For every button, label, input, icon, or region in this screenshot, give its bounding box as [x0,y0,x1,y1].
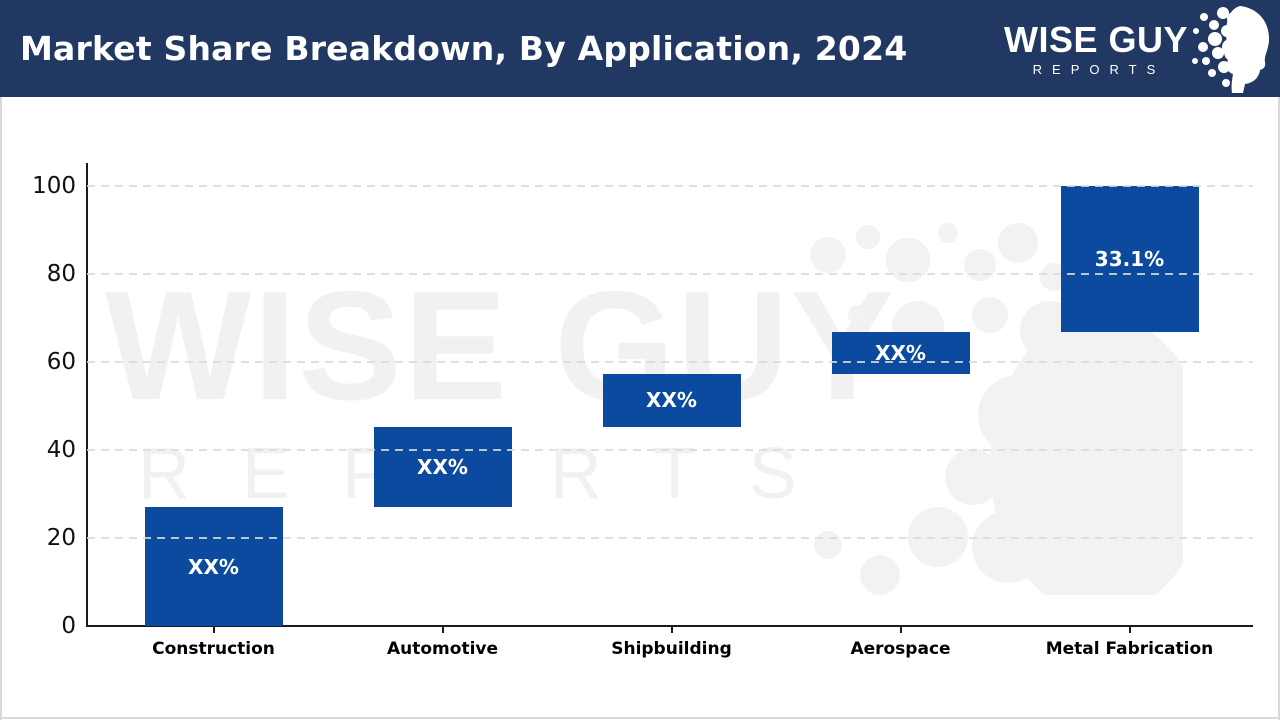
x-tick-shipbuilding [670,627,673,633]
gridline-100 [87,185,1253,187]
page-border-bottom [0,717,1280,719]
gridline-40 [87,449,1253,451]
chart-title: Market Share Breakdown, By Application, … [20,29,908,68]
y-tick-label-20: 20 [46,525,76,551]
bar-value-label-shipbuilding: XX% [646,388,697,413]
watermark-wordmark: WISE GUY [105,259,897,432]
y-axis-line [86,163,88,627]
page-border-right [1278,97,1280,720]
gridline-20 [87,537,1253,539]
bar-value-label-automotive: XX% [417,454,468,479]
logo-face-icon [1192,6,1270,93]
bar-shipbuilding: XX% [602,374,741,427]
bar-value-label-construction: XX% [188,554,239,579]
x-tick-construction [212,627,215,633]
x-tick-automotive [441,627,444,633]
category-label-aerospace: Aerospace [850,639,951,659]
x-tick-metal-fabrication [1128,627,1131,633]
logo-wordmark: WISE GUY [1003,18,1188,60]
category-label-metal-fabrication: Metal Fabrication [1045,639,1214,659]
gridline-80 [87,273,1253,275]
category-label-shipbuilding: Shipbuilding [611,639,732,659]
x-axis-line [86,625,1253,627]
bar-metal-fabrication: 33.1% [1060,186,1199,332]
brand-logo: WISE GUY REPORTS [1004,4,1274,94]
bar-value-label-metal-fabrication: 33.1% [1094,246,1165,271]
y-tick-label-40: 40 [46,437,76,463]
y-tick-label-60: 60 [46,349,76,375]
logo-text: WISE GUY REPORTS [1003,18,1188,77]
y-tick-label-100: 100 [32,173,76,199]
y-tick-label-80: 80 [46,261,76,287]
bar-aerospace: XX% [831,331,970,375]
y-tick-label-0: 0 [61,613,76,639]
bar-construction: XX% [144,507,283,626]
page-border-left [0,97,2,720]
x-tick-aerospace [899,627,902,633]
category-label-construction: Construction [152,639,275,659]
bar-automotive: XX% [373,426,512,508]
gridline-60 [87,361,1253,363]
bar-value-label-aerospace: XX% [875,340,926,365]
header-bar: Market Share Breakdown, By Application, … [0,0,1280,97]
logo-subtext: REPORTS [1032,61,1166,77]
category-label-automotive: Automotive [386,639,499,659]
